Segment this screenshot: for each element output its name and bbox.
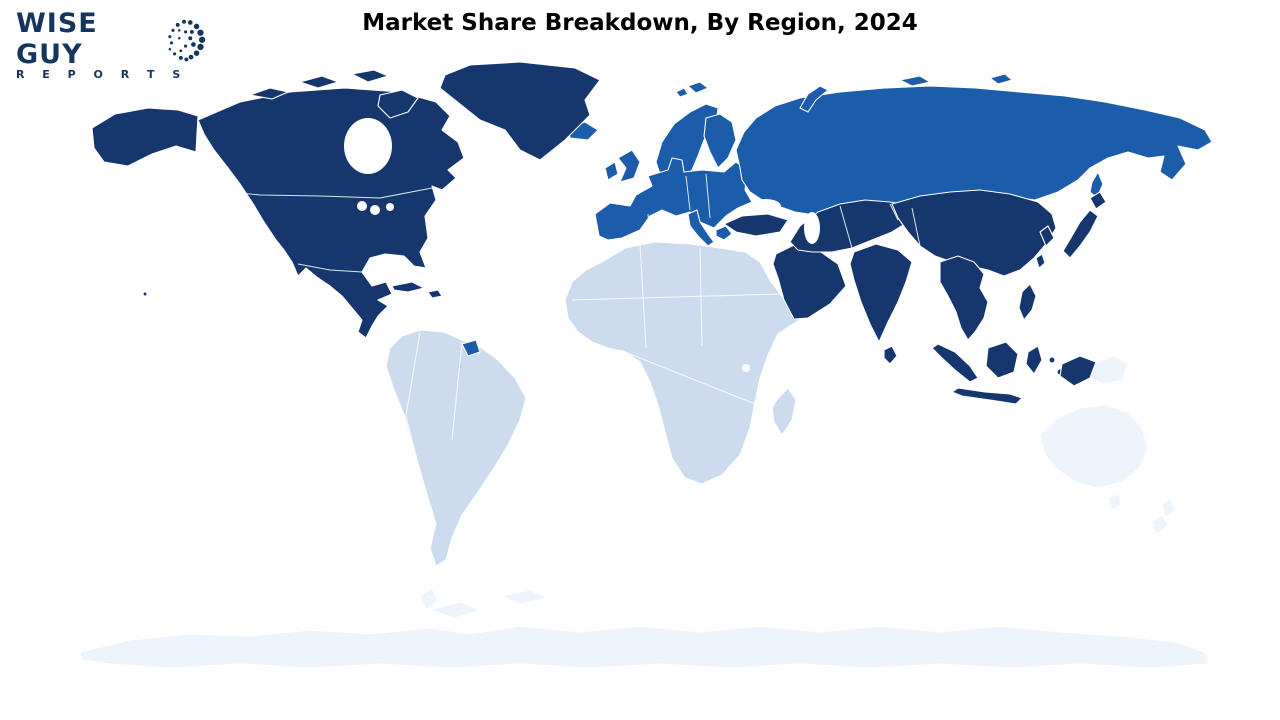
- border-asia-1: [839, 205, 853, 249]
- country-shape-cuba: [391, 281, 425, 293]
- country-shape-alaska: [91, 107, 199, 167]
- country-shape-novaya-zemlya: [799, 85, 829, 113]
- antarctic-island-1: [429, 601, 481, 619]
- country-shape-italy: [687, 209, 715, 247]
- country-shape-french-guiana: [461, 339, 481, 357]
- country-shape-finland: [703, 113, 737, 169]
- hudson-bay: [344, 118, 392, 174]
- country-shape-greenland: [439, 61, 601, 161]
- region-africa-south-america: [385, 241, 815, 567]
- caspian-sea: [804, 212, 820, 244]
- country-shape-arctic-island-2: [989, 73, 1013, 85]
- antarctic-peninsula: [419, 587, 439, 611]
- antarctica-strip: [79, 625, 1209, 669]
- water-bodies: [344, 118, 820, 372]
- border-sa-1: [405, 331, 433, 523]
- country-shape-new-guinea-west: [1059, 355, 1097, 387]
- great-lake-3: [386, 203, 394, 211]
- border-sa-2: [451, 341, 463, 441]
- country-shape-taiwan: [1035, 253, 1046, 269]
- country-shape-africa: [564, 241, 815, 485]
- black-sea: [749, 199, 781, 213]
- country-shape-ireland: [604, 161, 619, 181]
- country-shape-new-zealand-south: [1151, 514, 1169, 535]
- region-north-america-asia: [91, 61, 1107, 405]
- logo-sub-text: R E P O R T S: [16, 68, 188, 81]
- border-africa-1: [571, 293, 781, 301]
- country-shape-sakhalin: [1089, 171, 1104, 199]
- country-shape-turkey: [723, 213, 789, 237]
- border-africa-4: [619, 349, 756, 405]
- country-shape-se-asia: [939, 255, 989, 341]
- country-shape-india: [849, 243, 913, 343]
- country-shape-hawaii: [142, 291, 148, 297]
- region-oceania-antarctica: [79, 355, 1209, 669]
- country-shape-new-guinea-east: [1089, 355, 1129, 385]
- country-shape-hispaniola: [427, 289, 443, 299]
- country-shape-svalbard-2: [675, 87, 689, 98]
- dotted-head-icon: [168, 19, 206, 62]
- country-shape-madagascar: [771, 387, 797, 436]
- country-shape-arctic-canada-3: [351, 69, 389, 83]
- wise-guy-reports-logo: WISE GUY R E P O R T S: [16, 8, 206, 81]
- border-europe-1: [647, 213, 651, 239]
- border-europe-2: [685, 175, 691, 211]
- border-us-mexico: [297, 263, 363, 273]
- country-shape-borneo: [985, 341, 1019, 379]
- country-shape-new-zealand-north: [1161, 497, 1176, 519]
- country-shape-korea: [1039, 225, 1055, 247]
- page-title: Market Share Breakdown, By Region, 2024: [362, 10, 918, 36]
- country-shape-japan-honshu: [1062, 209, 1099, 259]
- country-shape-south-america: [385, 329, 527, 567]
- country-shape-sri-lanka: [883, 345, 898, 365]
- country-shape-north-america: [197, 87, 465, 339]
- country-shape-java: [951, 387, 1023, 405]
- logo-brand-text: WISE GUY: [16, 8, 98, 70]
- country-shape-europe-mainland: [594, 157, 753, 241]
- country-shape-uk: [617, 149, 641, 183]
- logo-brand-line: WISE GUY: [16, 8, 206, 70]
- country-shape-svalbard-1: [687, 81, 709, 94]
- country-shape-japan-hokkaido: [1089, 191, 1107, 210]
- border-asia-3: [911, 207, 921, 247]
- country-shape-china-mongolia: [891, 189, 1057, 277]
- border-us-canada: [209, 187, 433, 199]
- country-shape-moluccas-1: [1048, 356, 1056, 364]
- country-shape-sumatra: [931, 343, 979, 383]
- great-lake-2: [370, 205, 380, 215]
- country-shape-australia: [1039, 404, 1149, 489]
- country-shape-sulawesi: [1025, 345, 1043, 375]
- great-lake-1: [357, 201, 367, 211]
- country-shape-philippines: [1018, 283, 1037, 321]
- country-shape-arctic-canada-1: [249, 87, 289, 100]
- country-shape-greece: [715, 225, 733, 241]
- country-shape-baffin: [377, 89, 419, 119]
- border-asia-2: [889, 203, 899, 221]
- antarctic-island-2: [499, 589, 549, 605]
- country-shape-tasmania: [1107, 493, 1123, 511]
- region-europe-russia: [461, 73, 1213, 357]
- border-africa-3: [699, 247, 703, 347]
- lake-victoria: [742, 364, 750, 372]
- country-borders: [209, 173, 921, 523]
- country-shape-arctic-island-1: [899, 75, 931, 87]
- country-shape-arctic-canada-2: [299, 75, 339, 89]
- border-africa-2: [639, 243, 647, 349]
- border-europe-3: [705, 173, 711, 219]
